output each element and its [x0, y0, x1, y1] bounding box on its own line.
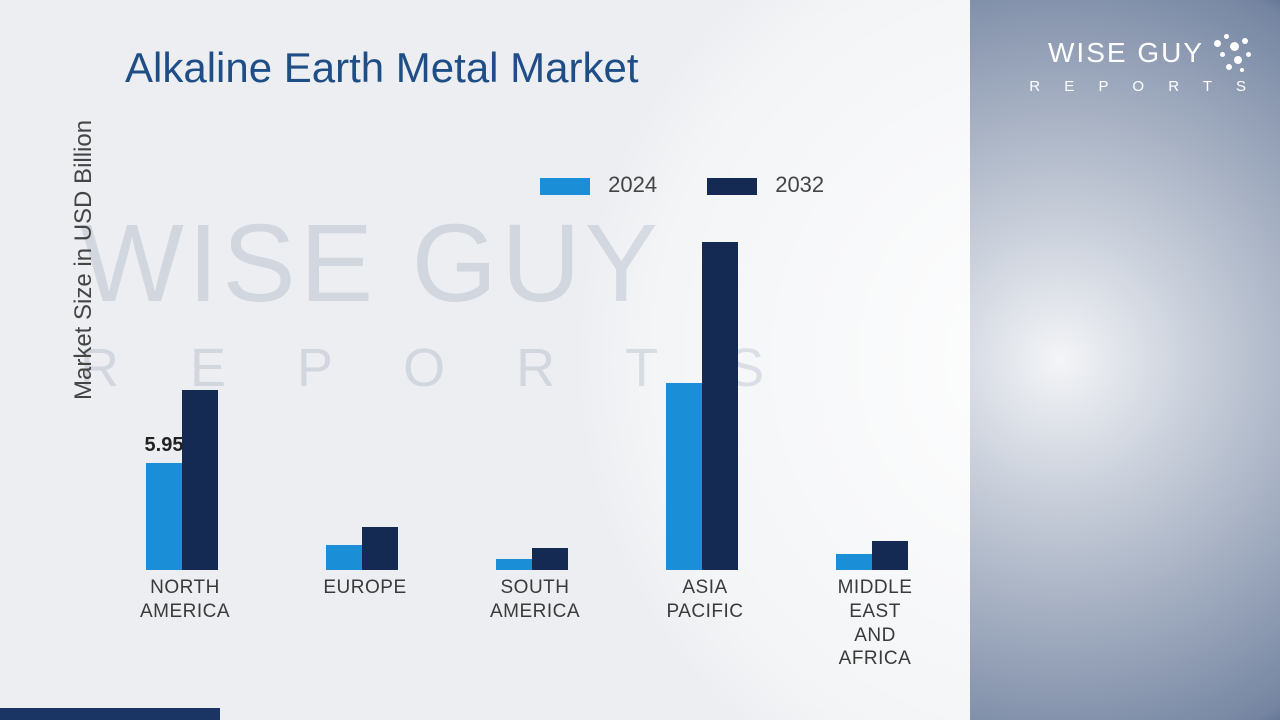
legend-item-2024: 2024 [540, 172, 657, 198]
head-icon [1210, 30, 1256, 76]
bar-2024 [836, 554, 872, 570]
bar-2032 [532, 548, 568, 570]
category-label: SOUTHAMERICA [470, 576, 600, 624]
bar-2024 [146, 463, 182, 570]
legend-label-2032: 2032 [775, 172, 824, 197]
bar-2024 [496, 559, 532, 570]
y-axis-label: Market Size in USD Billion [70, 120, 98, 400]
chart-title: Alkaline Earth Metal Market [125, 44, 639, 92]
category-label: EUROPE [300, 576, 430, 600]
chart-infographic: WISE GUY R E P O R T S WISE GUY R E P O … [0, 0, 1280, 720]
bar-2024 [326, 545, 362, 570]
bar-2032 [182, 390, 218, 570]
bar-2032 [702, 242, 738, 570]
bar-value-label: 5.95 [145, 434, 184, 457]
legend-swatch-2032 [707, 178, 757, 195]
legend-swatch-2024 [540, 178, 590, 195]
legend-item-2032: 2032 [707, 172, 824, 198]
bar-2032 [872, 541, 908, 570]
category-label: ASIAPACIFIC [640, 576, 770, 624]
category-label: NORTHAMERICA [120, 576, 250, 624]
brand-logo: WISE GUY R E P O R T S [1029, 30, 1256, 95]
bar-2024 [666, 383, 702, 570]
bar-2032 [362, 527, 398, 570]
footer-accent-bar [0, 708, 220, 720]
brand-line-1: WISE GUY [1048, 37, 1204, 69]
brand-line-2: R E P O R T S [1029, 78, 1256, 95]
chart-plot-area: 5.95 [100, 210, 970, 570]
category-label: MIDDLEEASTANDAFRICA [810, 576, 940, 671]
legend-label-2024: 2024 [608, 172, 657, 197]
legend: 2024 2032 [540, 172, 824, 198]
